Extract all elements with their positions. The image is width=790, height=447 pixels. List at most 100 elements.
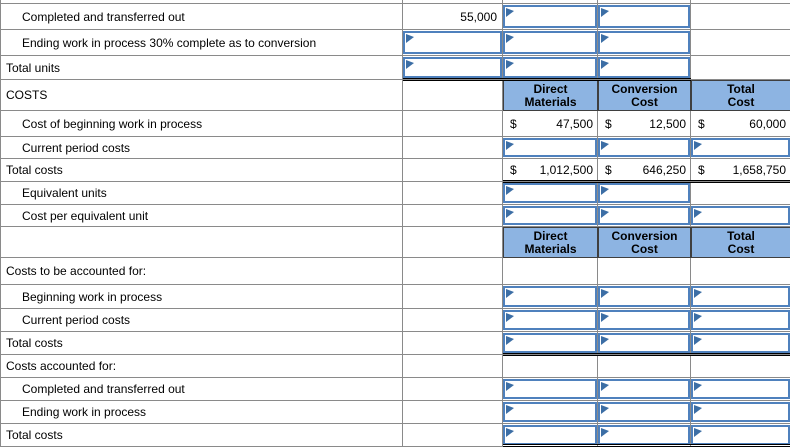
input-units-completed-cc[interactable] (598, 5, 690, 28)
cell-recon-total2-dm (503, 424, 598, 447)
row-total-units: Total units (1, 56, 790, 81)
input-recon-completed-dm[interactable] (503, 379, 597, 399)
flag-icon (506, 186, 514, 195)
input-recon-total2-cc[interactable] (598, 425, 690, 445)
input-recon-current-tc[interactable] (691, 310, 790, 330)
input-total-units-dm[interactable] (503, 57, 597, 78)
input-total-units-cc[interactable] (598, 57, 690, 78)
flag-icon (506, 428, 514, 437)
amount: 646,250 (642, 163, 686, 177)
column-header-conversion-cost: Conversion Cost (598, 227, 691, 258)
cell-recon-total-cc (598, 332, 691, 355)
empty-cell (403, 137, 503, 159)
empty-cell (403, 80, 503, 111)
input-recon-total-tc[interactable] (691, 333, 790, 353)
input-recon-ending-tc[interactable] (691, 402, 790, 422)
input-current-dm[interactable] (503, 138, 597, 157)
input-recon-total2-dm[interactable] (503, 425, 597, 445)
flag-icon (506, 313, 514, 322)
cell-recon-total-tc (691, 332, 790, 355)
flag-icon (406, 34, 414, 43)
input-recon-ending-dm[interactable] (503, 402, 597, 422)
input-units-ending-dm[interactable] (503, 31, 597, 54)
cell-recon-current-tc (691, 309, 790, 332)
input-costper-cc[interactable] (598, 206, 690, 225)
flag-icon (694, 382, 702, 391)
input-units-ending-cc[interactable] (598, 31, 690, 54)
cell-recon-completed-tc (691, 378, 790, 401)
flag-icon (694, 141, 702, 150)
amount: 47,500 (556, 116, 593, 131)
empty-cell (691, 0, 790, 4)
value-total-cc: $646,250 (598, 159, 691, 182)
cell-total-units-units (403, 56, 503, 80)
currency-symbol: $ (605, 163, 612, 177)
flag-icon (506, 382, 514, 391)
flag-icon (601, 209, 609, 218)
input-recon-total-dm[interactable] (503, 333, 597, 353)
empty-cell (691, 182, 790, 205)
empty-cell (403, 309, 503, 332)
empty-cell (403, 258, 503, 285)
input-recon-beginning-cc[interactable] (598, 286, 690, 307)
amount: 60,000 (749, 116, 786, 131)
cell-recon-current-dm (503, 309, 598, 332)
input-equiv-dm[interactable] (503, 183, 597, 203)
input-recon-completed-cc[interactable] (598, 379, 690, 399)
flag-icon (694, 209, 702, 218)
currency-symbol: $ (698, 116, 705, 131)
cell-costper-cc (598, 205, 691, 227)
input-recon-total2-tc[interactable] (691, 425, 790, 445)
empty-cell (598, 355, 691, 378)
cell-recon-total-dm (503, 332, 598, 355)
value-beginning-tc: $60,000 (691, 111, 790, 137)
empty-cell (403, 182, 503, 205)
input-recon-beginning-tc[interactable] (691, 286, 790, 307)
empty-cell (691, 4, 790, 30)
cell-recon-beginning-tc (691, 285, 790, 309)
empty-cell (598, 0, 691, 4)
flag-icon (601, 382, 609, 391)
label-recon-ending: Ending work in process (1, 401, 403, 424)
label-equivalent-units: Equivalent units (1, 182, 403, 205)
row-cost-beginning-wip: Cost of beginning work in process $47,50… (1, 111, 790, 137)
cell-costper-dm (503, 205, 598, 227)
cell-recon-current-cc (598, 309, 691, 332)
flag-icon (506, 34, 514, 43)
input-recon-current-dm[interactable] (503, 310, 597, 330)
cell-units-ending-units (403, 30, 503, 56)
cell-costper-tc (691, 205, 790, 227)
row-recon-total-costs-2: Total costs (1, 424, 790, 447)
cell-equiv-cc (598, 182, 691, 205)
amount: 1,658,750 (732, 163, 786, 177)
row-total-costs-values: Total costs $1,012,500 $646,250 $1,658,7… (1, 159, 790, 183)
label-units-ending-wip: Ending work in process 30% complete as t… (1, 30, 403, 56)
input-current-cc[interactable] (598, 138, 690, 157)
empty-cell (503, 355, 598, 378)
flag-icon (506, 8, 514, 17)
row-equivalent-units: Equivalent units (1, 182, 790, 205)
currency-symbol: $ (698, 163, 705, 177)
flag-icon (601, 289, 609, 298)
input-equiv-cc[interactable] (598, 183, 690, 203)
input-recon-completed-tc[interactable] (691, 379, 790, 399)
input-costper-tc[interactable] (691, 206, 790, 225)
input-recon-beginning-dm[interactable] (503, 286, 597, 307)
input-total-units-units[interactable] (403, 57, 502, 78)
input-recon-current-cc[interactable] (598, 310, 690, 330)
cell-recon-ending-cc (598, 401, 691, 424)
input-current-tc[interactable] (691, 138, 790, 157)
input-units-completed-dm[interactable] (503, 5, 597, 28)
empty-cell (691, 56, 790, 80)
flag-icon (601, 34, 609, 43)
input-costper-dm[interactable] (503, 206, 597, 225)
cell-current-dm (503, 137, 598, 159)
column-header-total-cost: Total Cost (691, 227, 790, 258)
input-recon-ending-cc[interactable] (598, 402, 690, 422)
input-units-ending-units[interactable] (403, 31, 502, 54)
row-recon-total-costs: Total costs (1, 332, 790, 356)
empty-cell (403, 205, 503, 227)
currency-symbol: $ (605, 116, 612, 131)
input-recon-total-cc[interactable] (598, 333, 690, 353)
label-recon-completed: Completed and transferred out (1, 378, 403, 401)
